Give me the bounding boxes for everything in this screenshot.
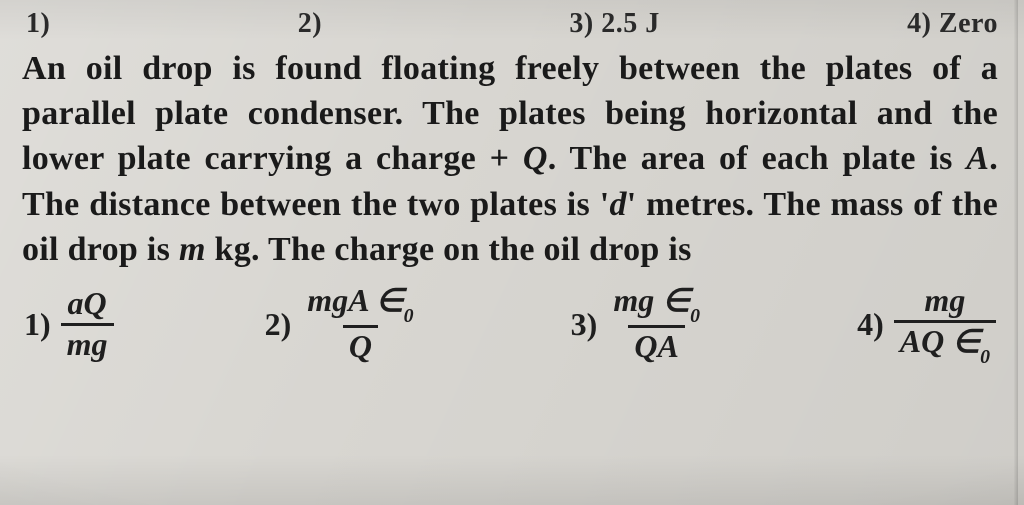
option-4-number: 4) [857, 306, 884, 343]
option-4-numerator: mg [918, 284, 971, 320]
symbol-A: A [966, 140, 989, 177]
option-4-denominator: AQ ∈0 [894, 320, 996, 364]
option-2-denominator: Q [343, 325, 378, 364]
option-1: 1) aQ mg [24, 287, 114, 361]
option-2: 2) mgA ∈0 Q [265, 284, 420, 364]
option-1-number: 1) [24, 306, 51, 343]
option-3-fraction: mg ∈0 QA [607, 284, 706, 364]
question-text: An oil drop is found floating freely bet… [22, 46, 998, 272]
previous-question-fragment: 1) 2) 3) 2.5 J 4) Zero [22, 8, 998, 40]
question-line-4b: . The area of each plate [548, 140, 916, 177]
option-3-number: 3) [571, 306, 598, 343]
question-line-5a: is [929, 140, 966, 177]
symbol-m: m [179, 231, 206, 268]
symbol-Q: Q [523, 140, 548, 177]
option-1-numerator: aQ [62, 287, 113, 323]
question-line-4a: carrying a charge + [205, 140, 523, 177]
option-2-fraction: mgA ∈0 Q [301, 284, 419, 364]
option-3: 3) mg ∈0 QA [571, 284, 706, 364]
prev-opt-2: 2) [298, 8, 322, 40]
option-3-numerator: mg ∈0 [607, 284, 706, 325]
option-3-denominator: QA [628, 325, 684, 364]
page-right-edge [1014, 0, 1018, 505]
option-4-fraction: mg AQ ∈0 [894, 284, 996, 364]
option-2-number: 2) [265, 306, 292, 343]
option-2-numerator: mgA ∈0 [301, 284, 419, 325]
question-line-6c: kg. [206, 231, 260, 268]
prev-opt-4: 4) Zero [907, 8, 998, 40]
option-4: 4) mg AQ ∈0 [857, 284, 996, 364]
page: 1) 2) 3) 2.5 J 4) Zero An oil drop is fo… [0, 0, 1024, 505]
option-1-fraction: aQ mg [61, 287, 114, 361]
symbol-d: d [609, 186, 626, 223]
prev-opt-1: 1) [26, 8, 50, 40]
option-1-denominator: mg [61, 323, 114, 362]
prev-opt-3: 3) 2.5 J [569, 8, 659, 40]
options-row: 1) aQ mg 2) mgA ∈0 Q 3) mg ∈0 QA 4) mg [22, 284, 998, 364]
question-line-1: An oil drop is found floating freely bet… [22, 50, 740, 87]
question-line-7: The charge on the oil drop is [268, 231, 692, 268]
question-line-6a: ' [600, 186, 610, 223]
